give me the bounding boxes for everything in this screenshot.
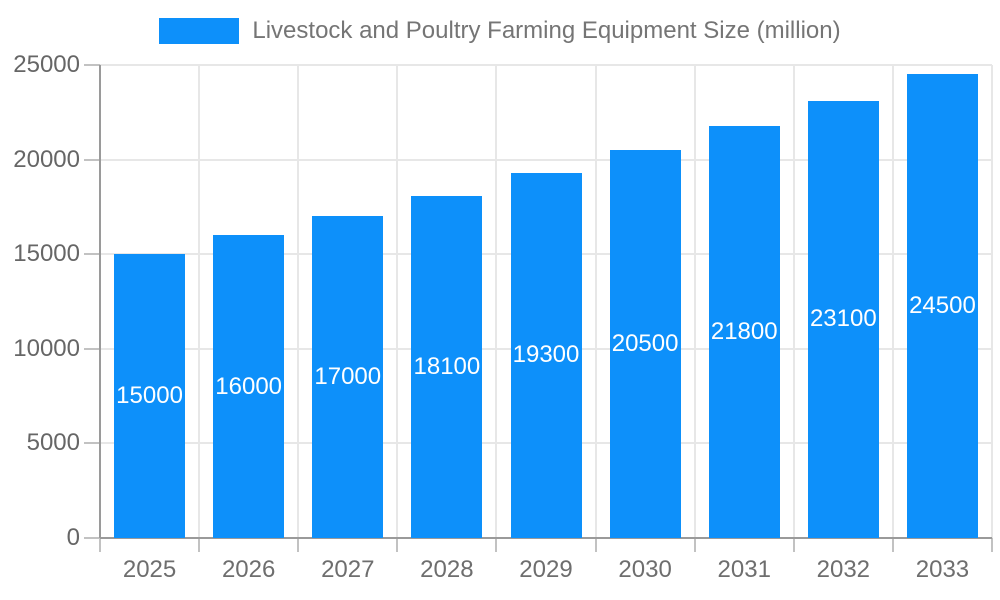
bar-value-label: 16000 (215, 372, 283, 400)
legend[interactable]: Livestock and Poultry Farming Equipment … (0, 17, 1000, 45)
bar[interactable] (609, 150, 681, 538)
y-axis-tick (84, 537, 100, 539)
x-gridline (991, 65, 993, 538)
x-gridline (693, 65, 696, 538)
bar[interactable] (114, 254, 186, 538)
bar[interactable] (312, 216, 384, 538)
legend-swatch (159, 18, 240, 44)
y-axis-tick (84, 253, 100, 256)
x-gridline (891, 65, 894, 538)
x-axis-tick-label: 2028 (420, 556, 474, 583)
x-axis-tick (297, 538, 300, 552)
x-axis-tick (396, 538, 399, 552)
x-axis-tick (495, 538, 498, 552)
y-axis-tick-label: 0 (66, 524, 80, 551)
x-gridline (396, 65, 399, 538)
x-axis-tick (991, 538, 993, 552)
bar-value-label: 23100 (809, 305, 877, 333)
x-axis-tick-label: 2025 (122, 556, 177, 583)
x-axis-tick-label: 2033 (915, 556, 970, 583)
bar-value-label: 21800 (710, 317, 778, 345)
x-axis-tick (891, 538, 894, 552)
y-gridline (100, 158, 992, 161)
bar[interactable] (906, 74, 978, 538)
bar[interactable] (411, 195, 483, 538)
bar[interactable] (510, 172, 582, 538)
legend-label: Livestock and Poultry Farming Equipment … (252, 17, 841, 44)
x-axis-tick-label: 2026 (221, 556, 276, 583)
bar-value-label: 18100 (413, 352, 481, 380)
x-axis-tick-label: 2030 (618, 556, 672, 583)
x-axis-tick-label: 2027 (321, 556, 375, 583)
bar[interactable] (213, 235, 285, 538)
bar-value-label: 24500 (909, 292, 976, 320)
y-axis-tick-label: 15000 (13, 240, 80, 268)
y-gridline (100, 64, 992, 66)
y-axis-tick (84, 158, 100, 161)
x-gridline (198, 65, 201, 538)
y-axis-tick (84, 64, 100, 66)
x-axis-tick-label: 2031 (717, 556, 771, 583)
bar-value-label: 19300 (512, 341, 580, 369)
bar-value-label: 17000 (314, 363, 382, 391)
x-gridline (297, 65, 300, 538)
bar[interactable] (708, 125, 780, 538)
y-axis-tick-label: 5000 (26, 429, 80, 457)
y-axis-tick-label: 10000 (13, 334, 80, 362)
x-gridline (594, 65, 597, 538)
y-axis-tick (84, 347, 100, 350)
x-axis-line (100, 537, 992, 539)
bar-value-label: 15000 (116, 382, 183, 410)
bar-value-label: 20500 (611, 330, 679, 358)
bar[interactable] (807, 100, 879, 538)
x-axis-tick (594, 538, 597, 552)
x-axis-tick (693, 538, 696, 552)
y-axis-tick-label: 25000 (13, 51, 80, 78)
y-axis-tick (84, 442, 100, 445)
x-gridline (495, 65, 498, 538)
x-axis-tick (99, 538, 101, 552)
x-axis-tick (198, 538, 201, 552)
x-axis-tick (792, 538, 795, 552)
y-axis-line (99, 65, 101, 538)
x-gridline (792, 65, 795, 538)
x-axis-tick-label: 2032 (816, 556, 871, 583)
y-axis-tick-label: 20000 (13, 145, 80, 173)
x-axis-tick-label: 2029 (519, 556, 573, 583)
